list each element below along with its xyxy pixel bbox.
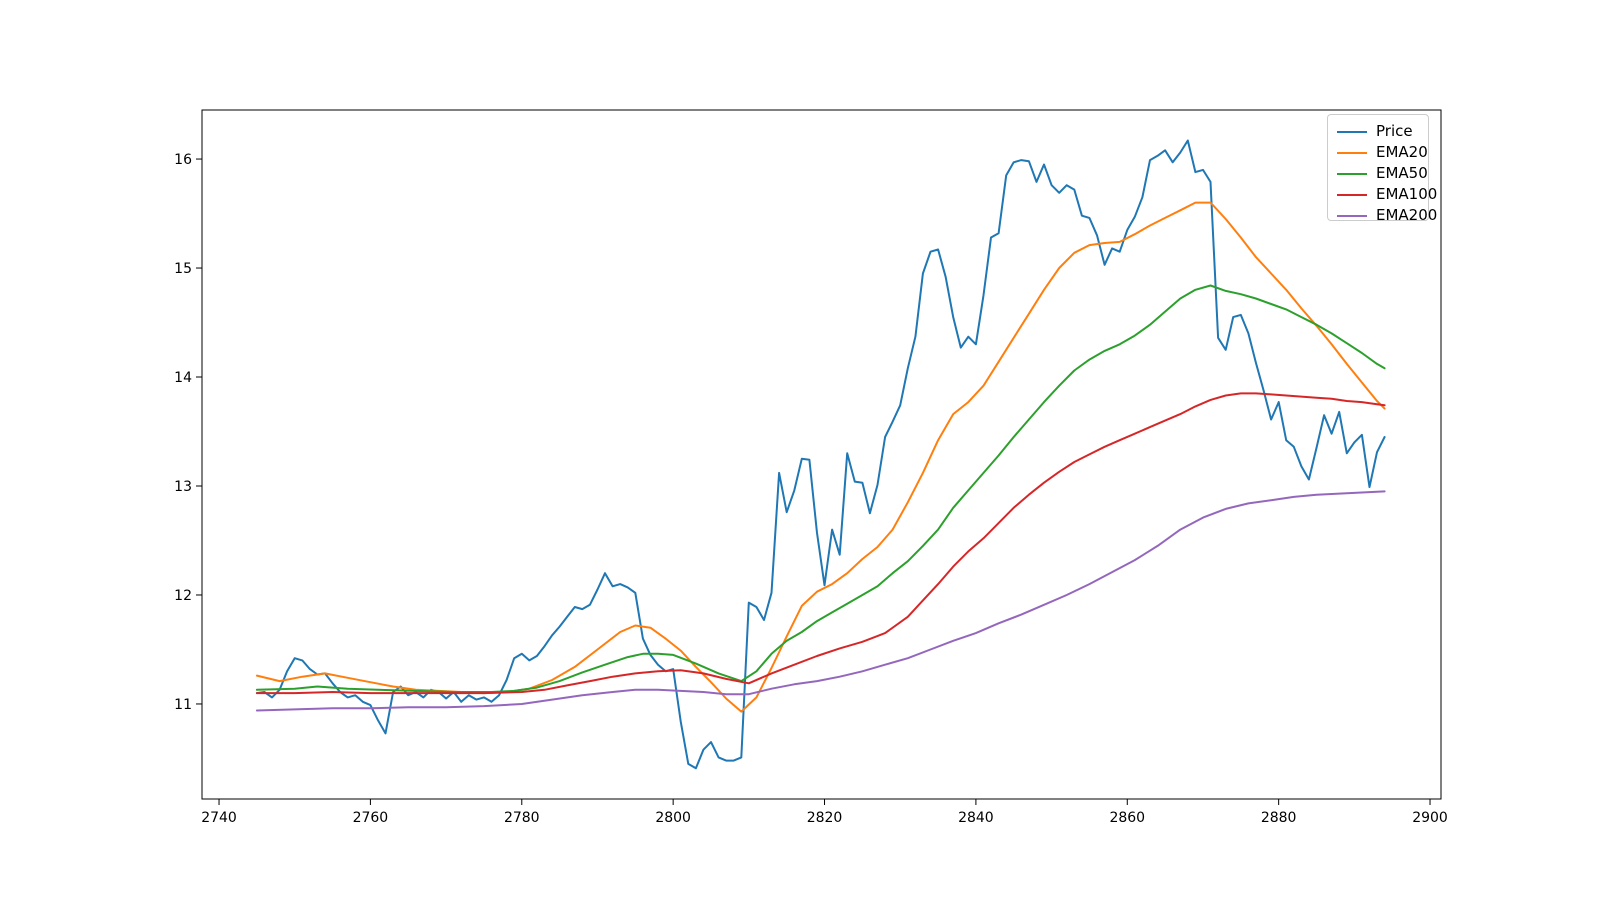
series-ema200-line <box>255 490 1386 712</box>
legend-label: EMA20 <box>1376 143 1428 161</box>
legend-item-ema20: EMA20 <box>1337 142 1428 163</box>
legend-item-ema50: EMA50 <box>1337 163 1428 184</box>
legend-line-swatch-ema50 <box>1337 172 1367 175</box>
legend-label: Price <box>1376 122 1413 140</box>
x-tick-label: 2760 <box>353 810 389 826</box>
legend-label: EMA100 <box>1376 185 1438 203</box>
legend-line-swatch-ema100 <box>1337 193 1367 196</box>
y-tick-label: 13 <box>174 479 192 495</box>
y-tick-label: 16 <box>174 152 192 168</box>
legend-item-ema100: EMA100 <box>1337 184 1437 205</box>
y-tick-label: 11 <box>174 697 192 713</box>
legend-label: EMA50 <box>1376 164 1428 182</box>
legend-box: Price EMA20 EMA50 EMA100 EMA200 <box>1327 114 1437 224</box>
x-tick-label: 2800 <box>655 810 691 826</box>
legend-line-swatch-price <box>1337 130 1367 133</box>
legend-label: EMA200 <box>1376 206 1438 224</box>
x-tick-label: 2740 <box>201 810 237 826</box>
series-ema100-line <box>255 392 1386 695</box>
series-ema50-line <box>255 284 1386 693</box>
legend-item-ema200: EMA200 <box>1337 205 1437 226</box>
y-tick-label: 12 <box>174 588 192 604</box>
series-price-line <box>255 139 1386 770</box>
legend-item-price: Price <box>1337 121 1419 142</box>
x-tick-label: 2840 <box>958 810 994 826</box>
x-tick-label: 2820 <box>807 810 843 826</box>
legend-line-swatch-ema20 <box>1337 151 1367 154</box>
legend-line-swatch-ema200 <box>1337 214 1367 217</box>
y-tick-label: 15 <box>174 261 192 277</box>
x-tick-label: 2780 <box>504 810 540 826</box>
plot-border <box>201 109 1442 800</box>
x-tick-label: 2900 <box>1412 810 1448 826</box>
x-tick-label: 2860 <box>1109 810 1145 826</box>
y-tick-label: 14 <box>174 370 192 386</box>
x-tick-label: 2880 <box>1261 810 1297 826</box>
